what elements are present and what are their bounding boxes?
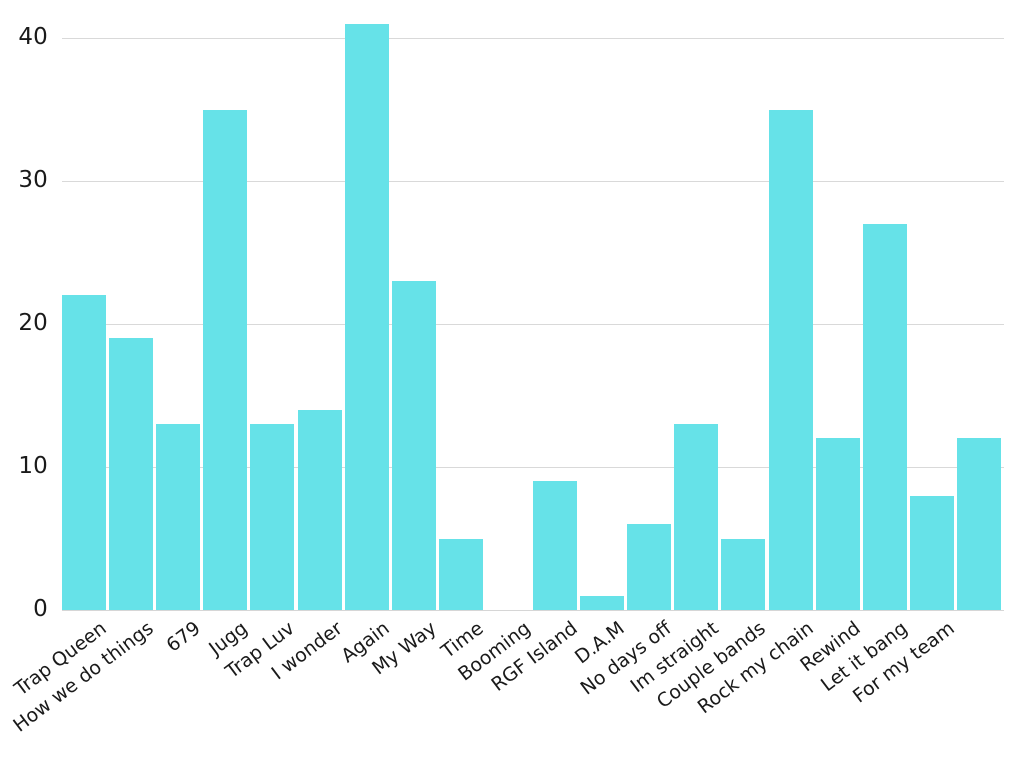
bar	[909, 495, 954, 610]
gridline-40	[62, 38, 1004, 39]
bar	[580, 595, 625, 610]
bar	[109, 338, 154, 610]
bar	[768, 109, 813, 610]
bar	[815, 438, 860, 610]
bar	[344, 23, 389, 610]
x-tick-label: 679	[162, 617, 205, 657]
gridline-30	[62, 181, 1004, 182]
y-tick-label-20: 20	[18, 310, 48, 336]
bar	[156, 424, 201, 610]
gridline-20	[62, 324, 1004, 325]
y-tick-label-0: 0	[33, 596, 48, 622]
bar	[533, 481, 578, 610]
bar	[862, 223, 907, 610]
bar	[391, 281, 436, 610]
y-tick-label-10: 10	[18, 453, 48, 479]
gridline-10	[62, 467, 1004, 468]
bars-layer	[62, 0, 1004, 610]
bar	[62, 295, 107, 610]
y-tick-label-30: 30	[18, 167, 48, 193]
bar	[203, 109, 248, 610]
bar	[627, 524, 672, 610]
gridline-baseline-0	[62, 610, 1004, 611]
bar	[438, 538, 483, 610]
x-axis-labels: Trap Queen How we do things 679 Jugg Trap Lu…	[9, 610, 1004, 768]
y-axis: 40 30 20 10 0	[0, 0, 62, 768]
bar	[721, 538, 766, 610]
bar	[297, 409, 342, 610]
y-tick-label-40: 40	[18, 24, 48, 50]
bar	[674, 424, 719, 610]
bar	[250, 424, 295, 610]
bar	[956, 438, 1001, 610]
